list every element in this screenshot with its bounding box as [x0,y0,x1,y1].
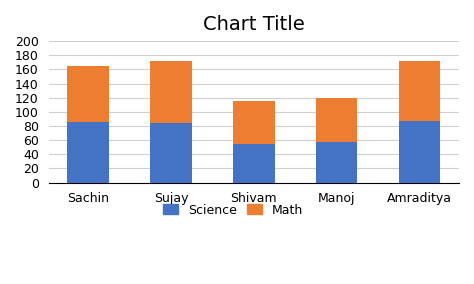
Bar [316,142,357,183]
Bar [233,101,274,144]
Bar [150,123,191,183]
Bar [67,66,109,122]
Legend: Science, Math: Science, Math [158,199,309,222]
Bar [399,121,440,183]
Bar [150,61,191,123]
Bar [399,61,440,121]
Bar [67,122,109,183]
Bar [233,144,274,183]
Title: Chart Title: Chart Title [203,15,305,34]
Bar [316,98,357,142]
